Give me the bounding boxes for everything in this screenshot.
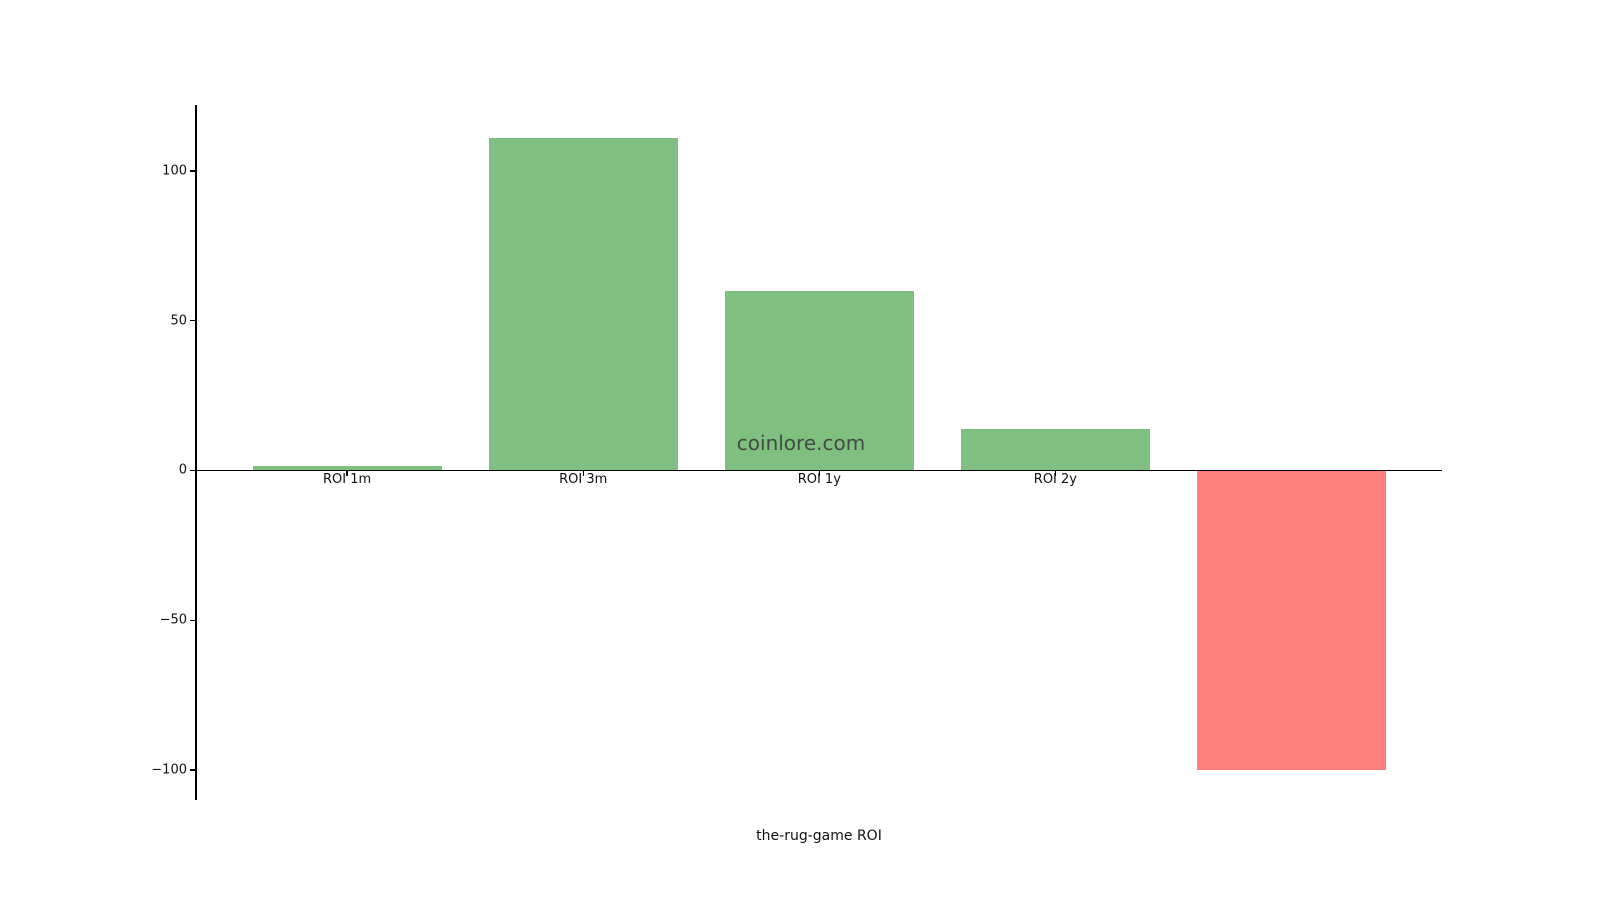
y-tick-mark (190, 170, 196, 172)
x-axis-title: the-rug-game ROI (756, 828, 882, 844)
y-tick-label: −50 (159, 612, 187, 628)
bar-roi-2y (960, 428, 1150, 471)
y-tick-label: 0 (178, 462, 187, 478)
y-axis-line (195, 105, 197, 800)
x-tick-mark (582, 470, 584, 477)
x-tick-mark (346, 470, 348, 477)
x-tick-label: ROI 3m (559, 471, 608, 487)
y-tick-label: 100 (162, 163, 187, 179)
bar-roi-1y (724, 290, 914, 471)
x-tick-label: ROI 2y (1033, 471, 1077, 487)
y-tick-mark (190, 469, 196, 472)
bar-unlabeled (1197, 470, 1386, 771)
bar-roi-3m (488, 137, 678, 471)
x-tick-label: ROI 1y (797, 471, 841, 487)
y-tick-mark (190, 320, 196, 322)
watermark: coinlore.com (736, 431, 866, 455)
y-tick-label: −100 (151, 762, 187, 778)
bar-roi-1m (252, 465, 442, 471)
y-tick-mark (190, 619, 196, 621)
x-tick-mark (1054, 470, 1057, 477)
x-tick-mark (818, 470, 820, 477)
y-tick-label: 50 (170, 313, 187, 329)
y-tick-mark (190, 769, 196, 771)
x-tick-label: ROI 1m (323, 471, 372, 487)
